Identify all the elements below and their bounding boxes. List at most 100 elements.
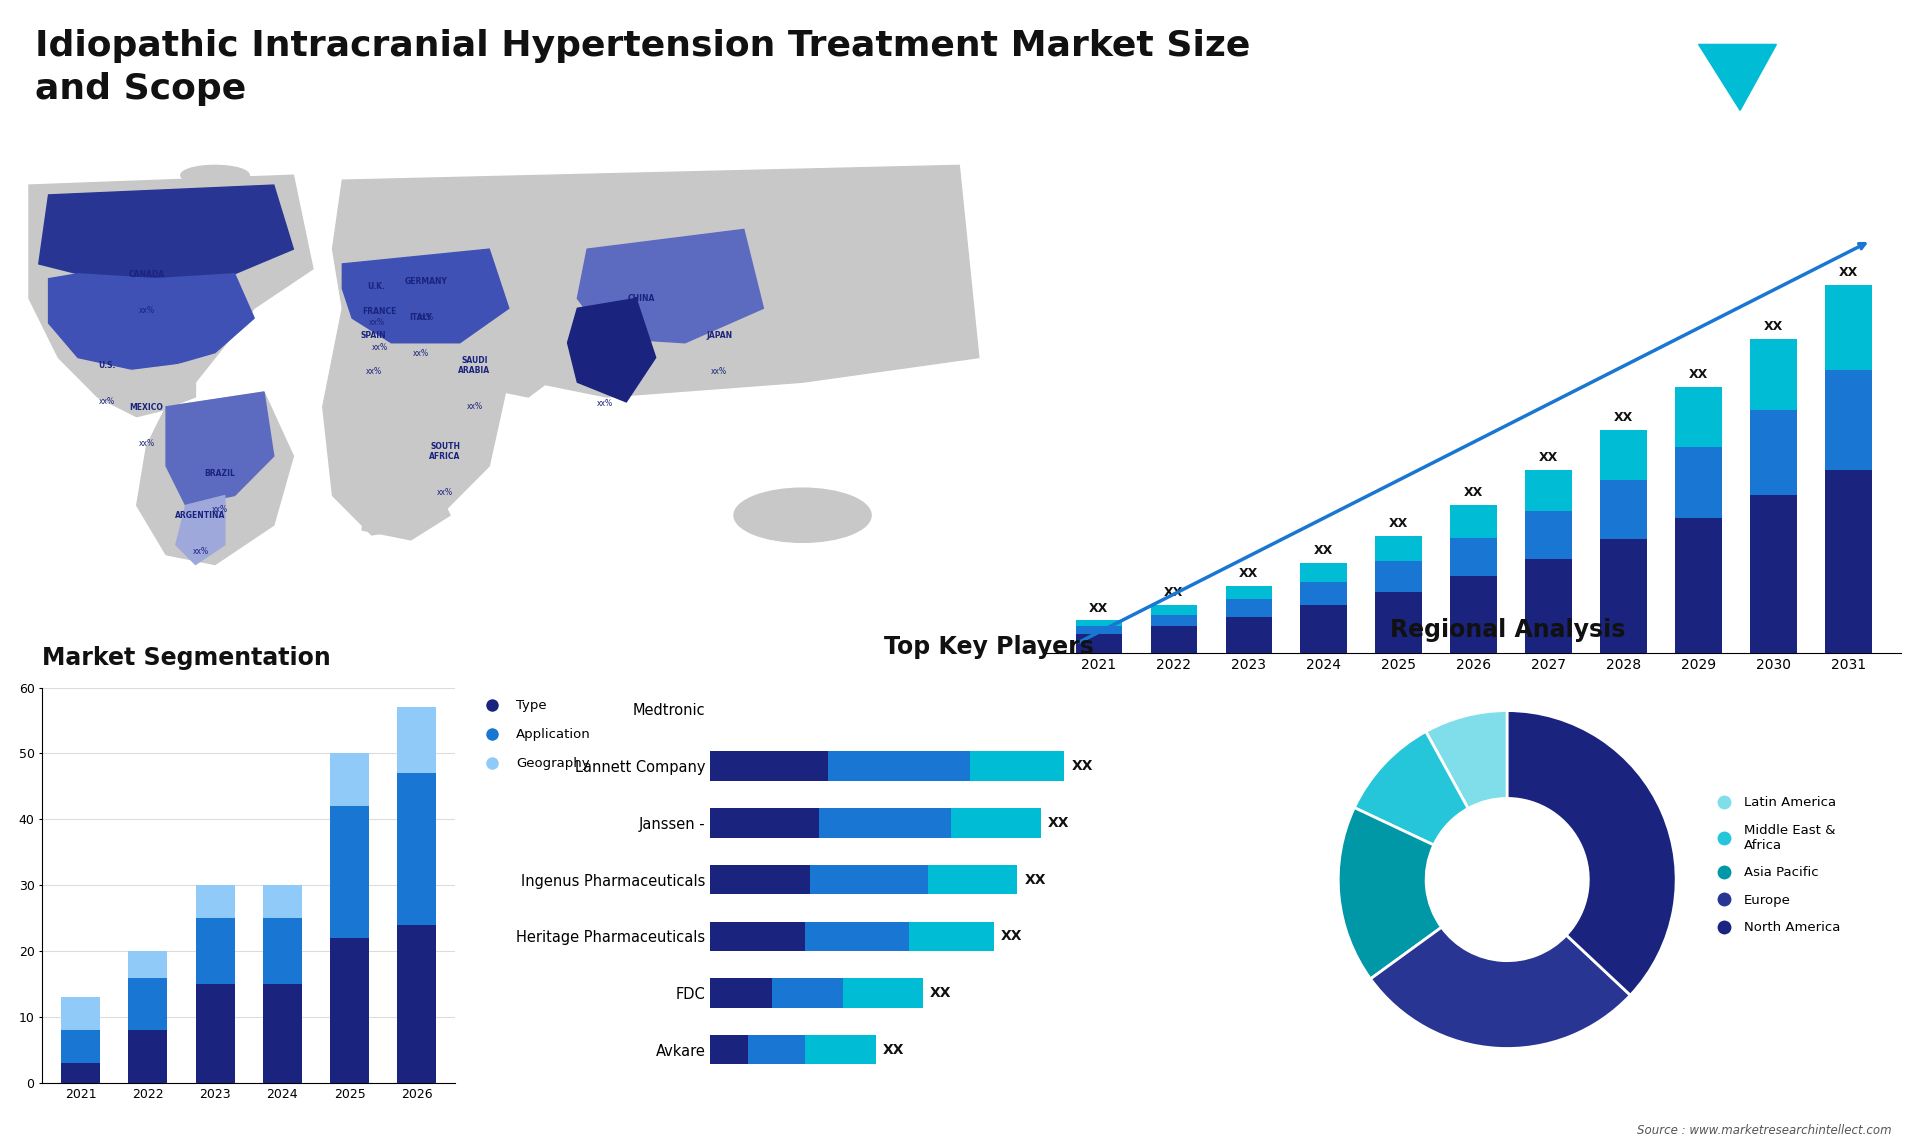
- Bar: [196, 984, 234, 1083]
- Polygon shape: [342, 249, 509, 343]
- Polygon shape: [332, 165, 979, 397]
- Text: XX: XX: [1839, 266, 1859, 280]
- Polygon shape: [578, 229, 764, 343]
- Text: XX: XX: [1000, 929, 1021, 943]
- Bar: [1751, 339, 1797, 410]
- Text: Regional Analysis: Regional Analysis: [1390, 618, 1624, 642]
- Text: XX: XX: [1071, 759, 1092, 774]
- Bar: [196, 885, 234, 918]
- Bar: [908, 921, 995, 951]
- Bar: [828, 752, 970, 780]
- Text: xx%: xx%: [634, 330, 649, 339]
- Text: BRAZIL: BRAZIL: [205, 469, 236, 478]
- Ellipse shape: [733, 488, 872, 542]
- Bar: [927, 865, 1018, 894]
- Text: xx%: xx%: [211, 505, 228, 515]
- Text: ARGENTINA: ARGENTINA: [175, 511, 225, 520]
- Bar: [749, 1035, 804, 1065]
- Wedge shape: [1507, 711, 1676, 995]
- Text: FRANCE: FRANCE: [363, 307, 397, 315]
- Bar: [196, 918, 234, 984]
- Polygon shape: [165, 392, 275, 505]
- Polygon shape: [29, 175, 313, 417]
- Text: xx%: xx%: [710, 368, 728, 376]
- Bar: [1676, 518, 1722, 653]
- Bar: [1300, 605, 1348, 653]
- Text: xx%: xx%: [438, 488, 453, 497]
- Ellipse shape: [180, 165, 250, 186]
- Bar: [1599, 480, 1647, 540]
- Text: xx%: xx%: [413, 348, 428, 358]
- Text: xx%: xx%: [417, 313, 434, 322]
- Text: Top Key Players: Top Key Players: [883, 635, 1094, 659]
- Polygon shape: [783, 259, 831, 308]
- Bar: [330, 807, 369, 937]
- Text: XX: XX: [1164, 587, 1183, 599]
- Text: XX: XX: [1089, 602, 1108, 614]
- Bar: [710, 979, 772, 1007]
- Legend: Latin America, Middle East &
Africa, Asia Pacific, Europe, North America: Latin America, Middle East & Africa, Asi…: [1705, 791, 1845, 940]
- Wedge shape: [1371, 927, 1630, 1049]
- Text: CANADA: CANADA: [129, 269, 165, 278]
- Bar: [263, 885, 301, 918]
- Bar: [1599, 430, 1647, 480]
- Bar: [61, 1063, 100, 1083]
- Text: JAPAN: JAPAN: [707, 331, 732, 340]
- Text: SPAIN: SPAIN: [361, 331, 386, 340]
- Bar: [1676, 387, 1722, 447]
- Polygon shape: [177, 495, 225, 565]
- Bar: [1075, 626, 1121, 634]
- Text: xx%: xx%: [192, 548, 209, 556]
- Text: INDIA: INDIA: [593, 363, 616, 372]
- Bar: [1599, 540, 1647, 653]
- Text: Market Segmentation: Market Segmentation: [42, 646, 330, 670]
- Bar: [1450, 504, 1498, 537]
- Bar: [1300, 582, 1348, 605]
- Bar: [804, 921, 908, 951]
- Text: xx%: xx%: [138, 306, 154, 315]
- Text: XX: XX: [929, 986, 952, 1000]
- Bar: [710, 808, 820, 838]
- Text: xx%: xx%: [369, 319, 384, 327]
- Bar: [397, 774, 436, 925]
- Bar: [1375, 591, 1423, 653]
- Text: Source : www.marketresearchintellect.com: Source : www.marketresearchintellect.com: [1636, 1124, 1891, 1137]
- Bar: [1075, 634, 1121, 653]
- Text: RESEARCH: RESEARCH: [1797, 78, 1855, 87]
- Bar: [1300, 563, 1348, 582]
- Bar: [330, 754, 369, 807]
- Bar: [1524, 510, 1572, 559]
- Bar: [1375, 535, 1423, 560]
- Text: xx%: xx%: [467, 402, 482, 411]
- Bar: [1225, 599, 1271, 617]
- Wedge shape: [1427, 711, 1507, 808]
- Bar: [129, 1030, 167, 1083]
- Text: MEXICO: MEXICO: [129, 402, 163, 411]
- Bar: [820, 808, 950, 838]
- Bar: [61, 1030, 100, 1063]
- Text: xx%: xx%: [138, 439, 154, 448]
- Text: XX: XX: [1463, 486, 1484, 499]
- Polygon shape: [480, 319, 568, 397]
- Polygon shape: [117, 362, 196, 411]
- Bar: [772, 979, 843, 1007]
- Text: XX: XX: [1023, 872, 1046, 887]
- Text: SOUTH
AFRICA: SOUTH AFRICA: [430, 442, 461, 461]
- Text: XX: XX: [1048, 816, 1069, 830]
- Text: SAUDI
ARABIA: SAUDI ARABIA: [459, 356, 492, 375]
- Text: XX: XX: [1764, 320, 1784, 333]
- Bar: [1150, 614, 1196, 626]
- Bar: [1075, 620, 1121, 626]
- Bar: [710, 865, 810, 894]
- Polygon shape: [38, 186, 294, 278]
- Wedge shape: [1338, 808, 1442, 979]
- Polygon shape: [323, 298, 509, 535]
- Bar: [61, 997, 100, 1030]
- Bar: [263, 918, 301, 984]
- Text: xx%: xx%: [365, 368, 382, 376]
- Polygon shape: [48, 274, 253, 372]
- Bar: [397, 925, 436, 1083]
- Bar: [1450, 537, 1498, 576]
- Polygon shape: [1699, 45, 1776, 110]
- Bar: [1751, 410, 1797, 495]
